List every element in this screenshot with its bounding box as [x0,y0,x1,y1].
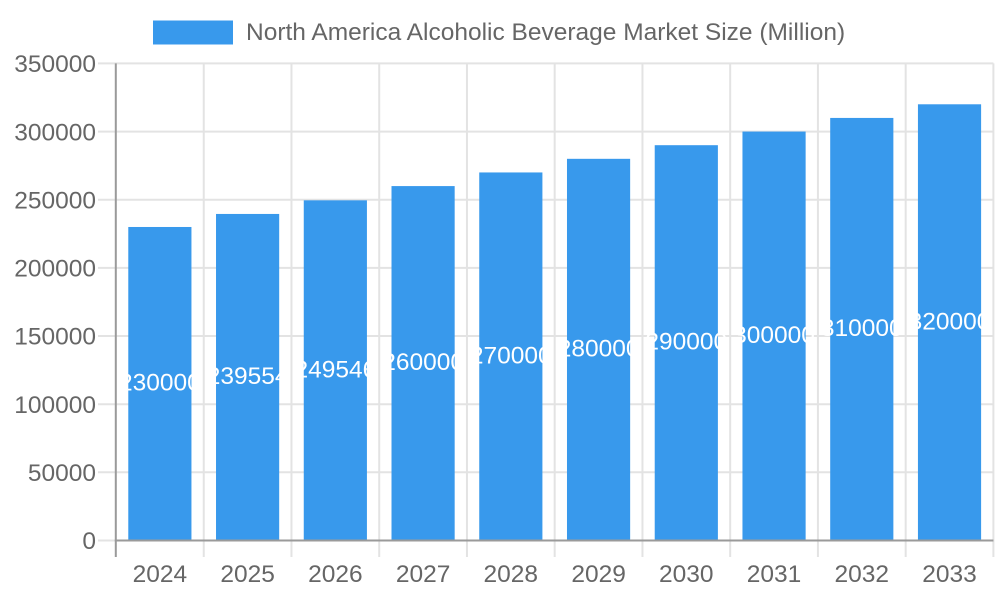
svg-text:300000: 300000 [14,119,96,146]
svg-text:310000: 310000 [821,315,903,342]
svg-text:249546: 249546 [295,356,377,383]
svg-text:North America Alcoholic Bevera: North America Alcoholic Beverage Market … [246,19,845,46]
svg-text:2031: 2031 [747,561,802,588]
svg-text:2029: 2029 [571,561,626,588]
svg-text:2032: 2032 [835,561,890,588]
svg-text:270000: 270000 [470,342,552,369]
svg-text:0: 0 [82,528,96,555]
svg-text:239554: 239554 [207,363,289,390]
svg-text:320000: 320000 [909,308,991,335]
svg-text:50000: 50000 [28,460,96,487]
svg-text:2026: 2026 [308,561,363,588]
svg-text:300000: 300000 [733,322,815,349]
svg-text:2027: 2027 [396,561,451,588]
svg-text:290000: 290000 [645,329,727,356]
svg-text:100000: 100000 [14,392,96,419]
svg-text:280000: 280000 [558,336,640,363]
svg-text:250000: 250000 [14,187,96,214]
svg-text:350000: 350000 [14,51,96,78]
svg-text:150000: 150000 [14,324,96,351]
svg-text:2033: 2033 [922,561,977,588]
svg-text:2028: 2028 [484,561,539,588]
svg-text:2030: 2030 [659,561,714,588]
svg-text:2024: 2024 [133,561,188,588]
svg-text:260000: 260000 [382,349,464,376]
svg-text:230000: 230000 [119,370,201,397]
svg-text:200000: 200000 [14,256,96,283]
svg-text:2025: 2025 [220,561,275,588]
